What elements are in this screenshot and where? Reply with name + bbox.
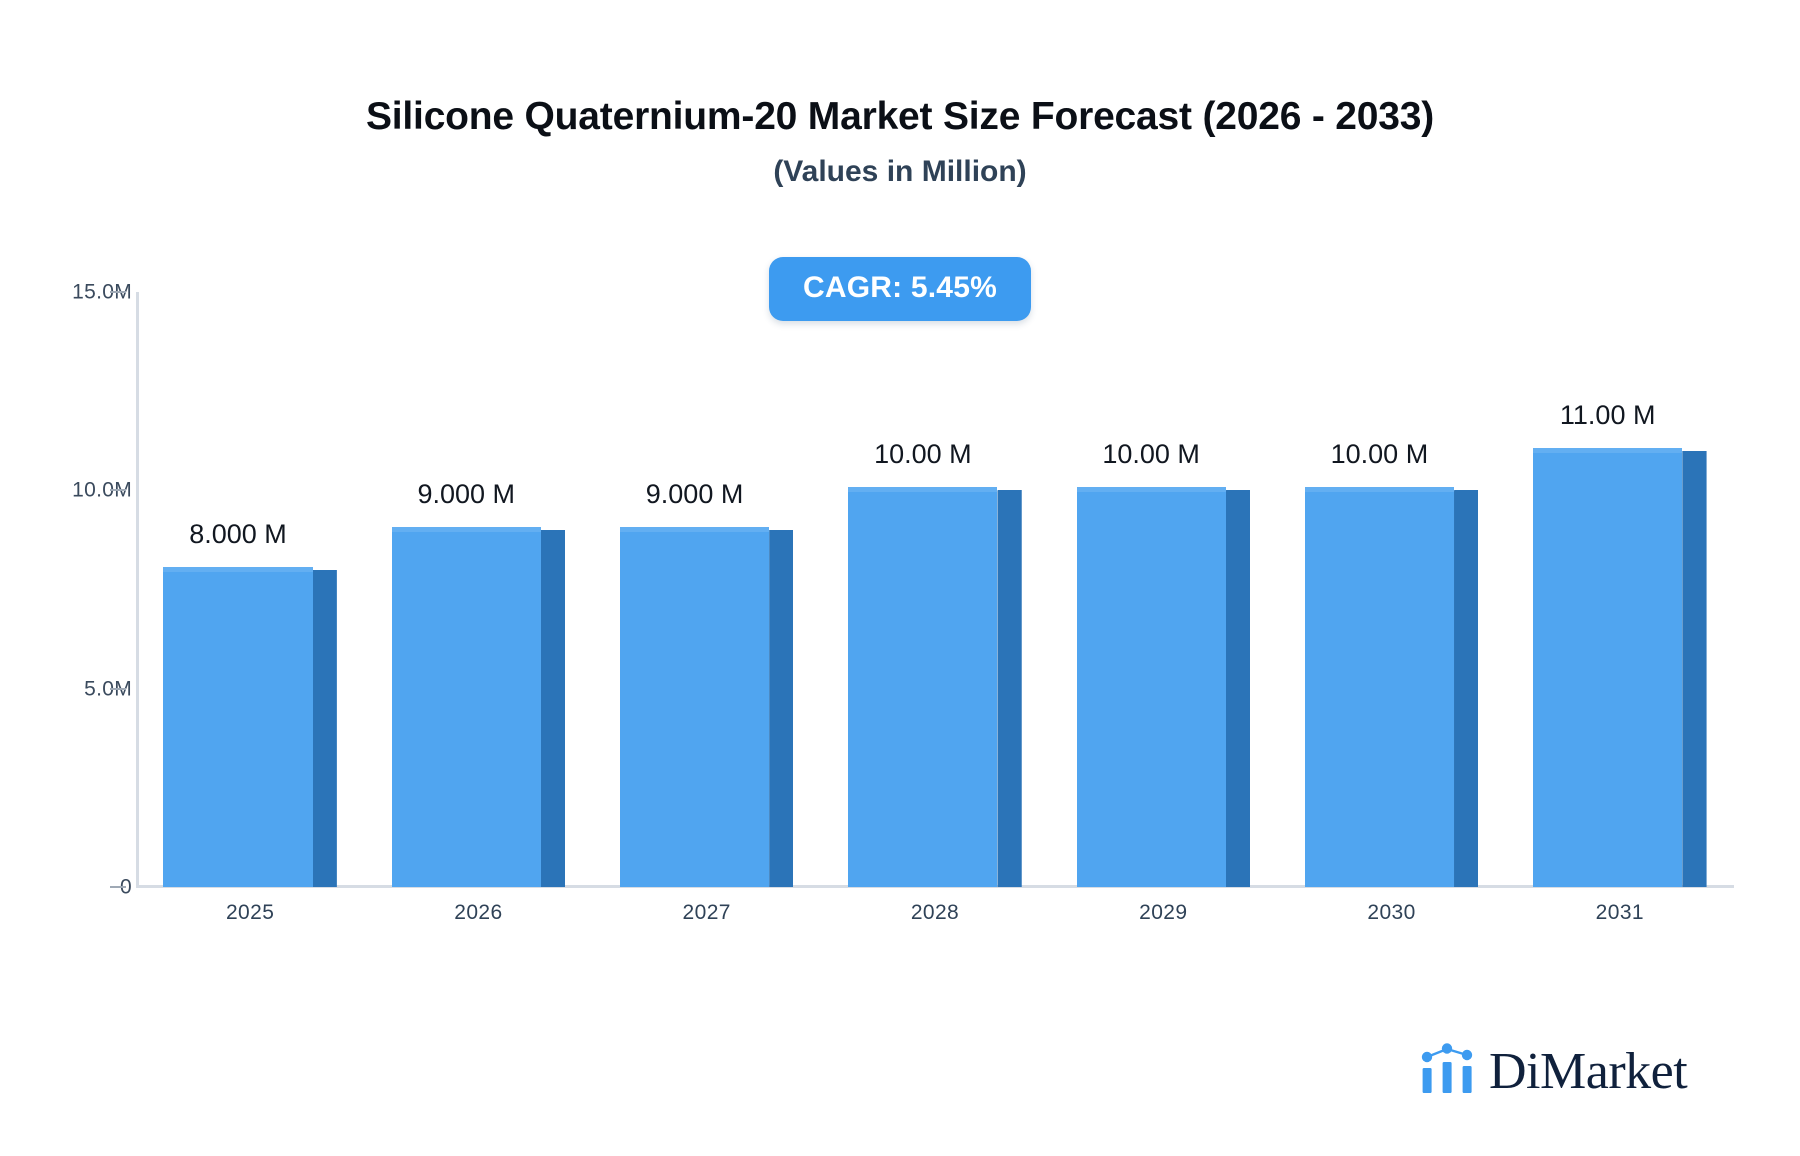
bar-column[interactable]: 8.000 M bbox=[163, 292, 337, 887]
bar-series: 8.000 M 9.000 M 9.000 M 10.00 M 10.00 M 10.00… bbox=[136, 292, 1734, 887]
bar-column[interactable]: 11.00 M bbox=[1533, 292, 1707, 887]
x-axis-tick-label: 2029 bbox=[1139, 901, 1188, 924]
bar[interactable] bbox=[1076, 487, 1251, 887]
bar-column[interactable]: 10.00 M bbox=[1304, 292, 1479, 887]
bar[interactable] bbox=[848, 487, 1022, 887]
dimarket-logo: DiMarket bbox=[1420, 1042, 1688, 1100]
y-axis-tick-label: 5.0M bbox=[84, 677, 132, 701]
bar-value-label: 10.00 M bbox=[1330, 439, 1429, 470]
bar-value-label: 10.00 M bbox=[1102, 439, 1200, 470]
bar-chart-logo-icon bbox=[1420, 1043, 1476, 1100]
bar-column[interactable]: 9.000 M bbox=[391, 292, 566, 887]
bar-front-face bbox=[391, 530, 541, 887]
bar-side-face bbox=[540, 530, 566, 887]
bar-value-label: 8.000 M bbox=[189, 518, 287, 549]
bar-value-label: 11.00 M bbox=[1559, 399, 1656, 430]
bar-front-face bbox=[163, 569, 313, 887]
page-title: Silicone Quaternium-20 Market Size Forec… bbox=[365, 95, 1435, 138]
bar-column[interactable]: 9.000 M bbox=[619, 292, 794, 887]
bar[interactable] bbox=[391, 527, 566, 887]
bar-top-face bbox=[848, 487, 998, 493]
y-axis-tick-label: 10.0M bbox=[72, 478, 132, 502]
chart-subtitle: (Values in Million) bbox=[773, 154, 1027, 188]
bar[interactable] bbox=[1533, 447, 1707, 887]
bar-side-face bbox=[769, 530, 794, 887]
bar-value-label: 9.000 M bbox=[417, 479, 516, 509]
y-axis-line bbox=[136, 292, 139, 887]
bar-side-face bbox=[1454, 490, 1479, 887]
x-axis-tick-label: 2028 bbox=[910, 901, 960, 924]
bar-column[interactable]: 10.00 M bbox=[1076, 292, 1251, 887]
chart-header: Silicone Quaternium-20 Market Size Forec… bbox=[0, 0, 1800, 188]
bar-side-face bbox=[1682, 450, 1707, 887]
bar-top-face bbox=[1533, 447, 1683, 453]
y-axis-tick-label: 15.0M bbox=[72, 280, 132, 304]
y-axis-tick-mark bbox=[110, 886, 126, 888]
bar-top-face bbox=[619, 527, 770, 532]
bar[interactable] bbox=[163, 566, 337, 887]
bar-value-label: 9.000 M bbox=[645, 479, 744, 509]
bar-front-face bbox=[619, 530, 770, 887]
bar-side-face bbox=[997, 490, 1022, 887]
logo-wordmark: DiMarket bbox=[1489, 1042, 1688, 1100]
x-axis-tick-label: 2030 bbox=[1367, 901, 1416, 924]
bar-front-face bbox=[1533, 450, 1683, 887]
bar-top-face bbox=[391, 527, 541, 532]
x-axis-tick-label: 2025 bbox=[225, 901, 275, 924]
y-axis-tick-mark bbox=[110, 489, 126, 492]
bar-top-face bbox=[163, 566, 313, 572]
y-axis-tick-mark bbox=[110, 291, 126, 293]
bar-front-face bbox=[1076, 490, 1226, 887]
bar-side-face bbox=[1225, 490, 1251, 887]
bar-value-label: 10.00 M bbox=[874, 439, 972, 470]
bar-top-face bbox=[1304, 487, 1454, 493]
y-axis-tick-mark bbox=[110, 687, 126, 690]
bar-column[interactable]: 10.00 M bbox=[848, 292, 1022, 887]
x-axis-tick-label: 2031 bbox=[1595, 901, 1644, 924]
x-axis-tick-label: 2026 bbox=[454, 901, 503, 924]
bar-side-face bbox=[312, 569, 337, 887]
bar-front-face bbox=[1304, 490, 1454, 887]
bar[interactable] bbox=[619, 527, 794, 887]
bar[interactable] bbox=[1304, 487, 1479, 887]
x-axis-tick-label: 2027 bbox=[682, 901, 731, 924]
bar-top-face bbox=[1076, 487, 1226, 493]
bar-front-face bbox=[848, 490, 998, 887]
